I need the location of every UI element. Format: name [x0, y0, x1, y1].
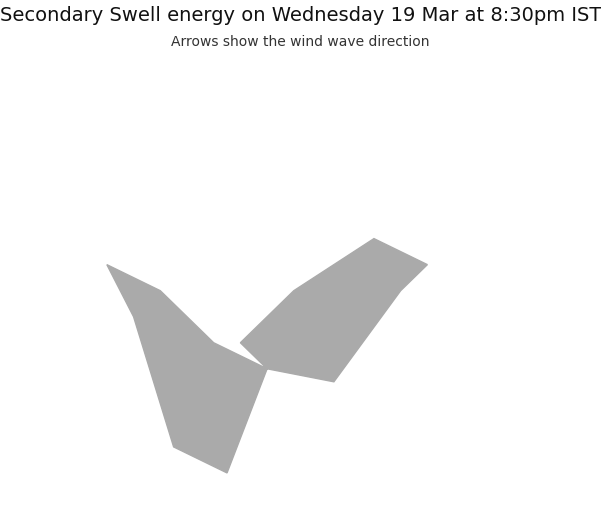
- Text: Arrows show the wind wave direction: Arrows show the wind wave direction: [171, 35, 430, 49]
- Polygon shape: [107, 239, 427, 473]
- Text: Secondary Swell energy on Wednesday 19 Mar at 8:30pm IST: Secondary Swell energy on Wednesday 19 M…: [0, 6, 601, 25]
